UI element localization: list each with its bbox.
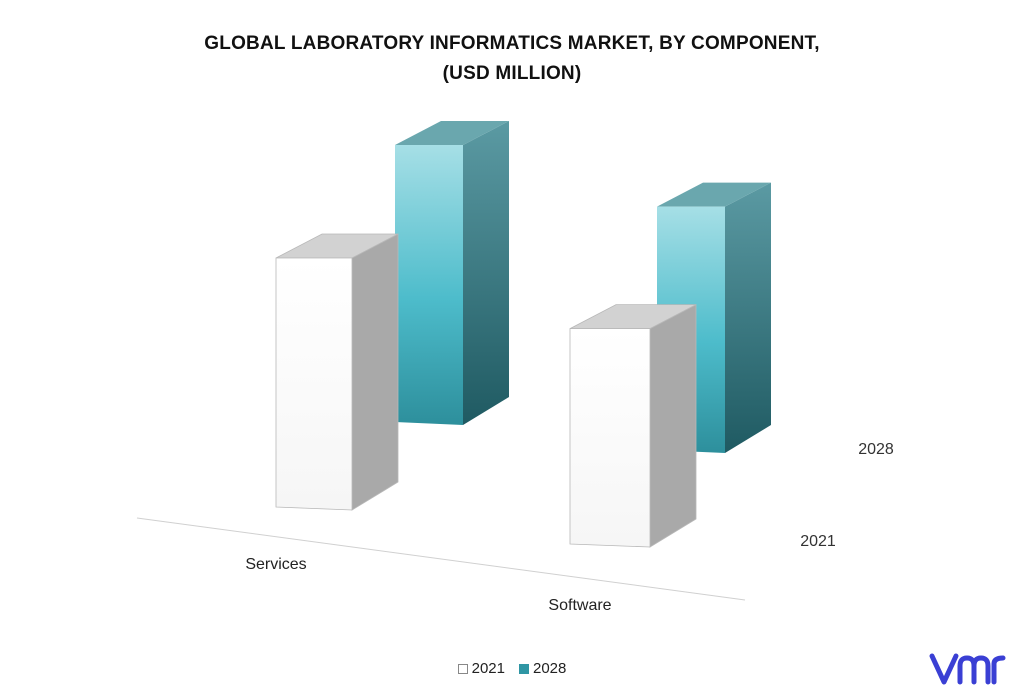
floor-edge <box>136 517 746 601</box>
bar-top-face <box>395 121 509 145</box>
legend-swatch-2028 <box>519 663 529 674</box>
depth-axis-label: 2021 <box>800 533 836 550</box>
bar-2028-services <box>395 121 509 425</box>
bar-side-face <box>463 121 509 425</box>
chart-subtitle: (USD MILLION) <box>442 63 582 84</box>
bar-front-face <box>275 257 353 511</box>
bar-2021-software <box>569 303 697 548</box>
legend: 2021 2028 <box>0 660 1024 677</box>
bar-side-face <box>649 303 697 548</box>
legend-swatch-2021 <box>457 663 468 674</box>
bar-top-face <box>657 182 771 207</box>
category-label: Software <box>548 597 611 614</box>
legend-label: 2028 <box>533 660 567 677</box>
bar-side-face <box>351 233 399 511</box>
legend-item: 2028 <box>519 660 566 677</box>
category-label: Services <box>245 556 306 573</box>
bar-front-face <box>569 328 651 548</box>
chart-title: GLOBAL LABORATORY INFORMATICS MARKET, BY… <box>204 33 820 54</box>
vmr-logo-icon <box>929 653 1006 685</box>
bar-2021-services <box>275 233 399 511</box>
legend-label: 2021 <box>471 660 505 677</box>
depth-axis-label: 2028 <box>858 441 894 458</box>
legend-item: 2021 <box>457 660 505 677</box>
bar-side-face <box>725 182 771 453</box>
bar-front-face <box>395 145 463 425</box>
